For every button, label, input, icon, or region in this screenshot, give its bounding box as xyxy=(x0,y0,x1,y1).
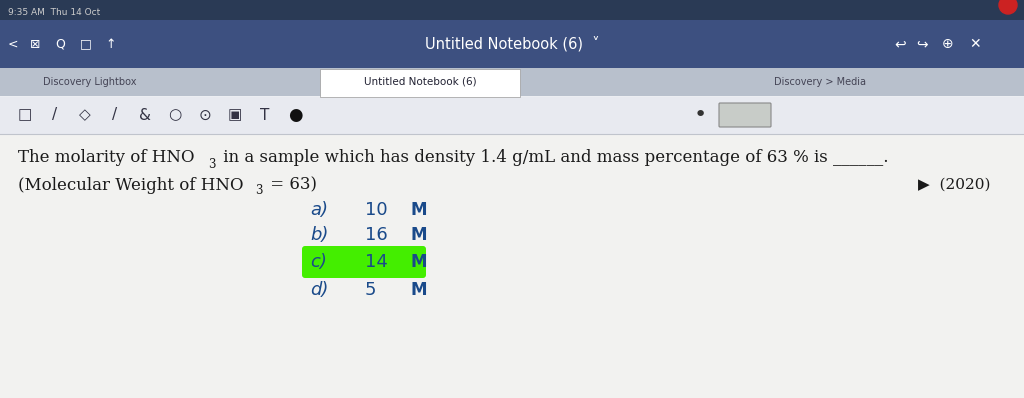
Text: a): a) xyxy=(310,201,328,219)
Text: Untitled Notebook (6)  ˅: Untitled Notebook (6) ˅ xyxy=(425,36,599,52)
FancyBboxPatch shape xyxy=(0,20,1024,68)
FancyBboxPatch shape xyxy=(0,97,1024,134)
Text: 3: 3 xyxy=(255,185,262,197)
Text: ✕: ✕ xyxy=(969,37,981,51)
Text: ⊠: ⊠ xyxy=(30,37,41,51)
Text: /: / xyxy=(52,107,57,123)
Text: = 63): = 63) xyxy=(265,176,317,193)
Text: (Molecular Weight of HNO: (Molecular Weight of HNO xyxy=(18,176,244,193)
Text: Discovery > Media: Discovery > Media xyxy=(774,77,866,87)
Text: 9:35 AM  Thu 14 Oct: 9:35 AM Thu 14 Oct xyxy=(8,8,100,17)
Text: c): c) xyxy=(310,253,327,271)
Text: □: □ xyxy=(80,37,92,51)
Text: Discovery Lightbox: Discovery Lightbox xyxy=(43,77,137,87)
FancyBboxPatch shape xyxy=(0,68,1024,96)
FancyBboxPatch shape xyxy=(0,0,1024,20)
Text: /: / xyxy=(113,107,118,123)
Text: M: M xyxy=(410,253,427,271)
Text: The molarity of HNO: The molarity of HNO xyxy=(18,150,195,166)
Text: ○: ○ xyxy=(168,107,181,123)
Text: Q: Q xyxy=(55,37,65,51)
Text: T: T xyxy=(260,107,269,123)
Text: ▶  (2020): ▶ (2020) xyxy=(918,178,990,192)
FancyBboxPatch shape xyxy=(302,246,426,278)
Text: 3: 3 xyxy=(208,158,215,170)
Circle shape xyxy=(999,0,1017,14)
Text: 14: 14 xyxy=(365,253,388,271)
Text: ⊙: ⊙ xyxy=(199,107,211,123)
Text: 10: 10 xyxy=(365,201,388,219)
FancyBboxPatch shape xyxy=(0,134,1024,398)
Text: ↪: ↪ xyxy=(916,37,928,51)
FancyBboxPatch shape xyxy=(719,103,771,127)
Text: □: □ xyxy=(17,107,32,123)
Text: ◇: ◇ xyxy=(79,107,91,123)
Text: ↩: ↩ xyxy=(894,37,906,51)
Text: <: < xyxy=(8,37,18,51)
FancyBboxPatch shape xyxy=(319,69,520,97)
Text: d): d) xyxy=(310,281,329,299)
Text: in a sample which has density 1.4 g/mL and mass percentage of 63 % is ______.: in a sample which has density 1.4 g/mL a… xyxy=(218,150,889,166)
Text: 16: 16 xyxy=(365,226,388,244)
Text: ⊕: ⊕ xyxy=(942,37,953,51)
Text: •: • xyxy=(693,105,707,125)
Text: Untitled Notebook (6): Untitled Notebook (6) xyxy=(364,77,476,87)
Text: b): b) xyxy=(310,226,329,244)
Text: 5: 5 xyxy=(365,281,377,299)
Text: M: M xyxy=(410,201,427,219)
Text: M: M xyxy=(410,226,427,244)
Text: ▣: ▣ xyxy=(227,107,243,123)
Text: ↑: ↑ xyxy=(105,37,116,51)
Text: &: & xyxy=(139,107,151,123)
Text: ●: ● xyxy=(288,106,302,124)
Text: M: M xyxy=(410,281,427,299)
